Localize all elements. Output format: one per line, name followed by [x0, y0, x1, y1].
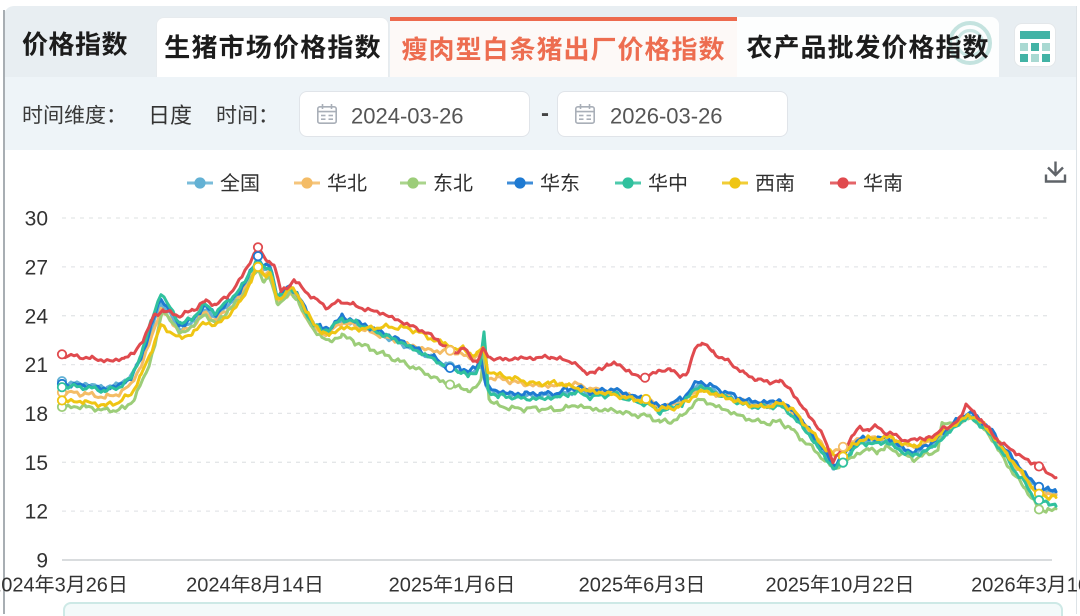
svg-text:30: 30: [25, 208, 48, 231]
svg-text:16: 16: [1067, 575, 1080, 597]
svg-text:-: -: [541, 100, 549, 127]
svg-text:6: 6: [643, 575, 654, 597]
svg-text:26: 26: [86, 575, 108, 597]
svg-text:24: 24: [25, 305, 49, 328]
svg-text:3: 3: [1036, 575, 1047, 597]
svg-text:2024: 2024: [0, 575, 35, 597]
svg-text:3: 3: [674, 575, 685, 597]
svg-text:12: 12: [25, 501, 48, 524]
svg-text:14: 14: [282, 575, 304, 597]
svg-text:3: 3: [55, 575, 66, 597]
svg-text:1: 1: [453, 575, 464, 597]
svg-text:2024: 2024: [186, 575, 231, 597]
svg-text:2024-03-26: 2024-03-26: [351, 104, 464, 129]
svg-text:2026: 2026: [971, 575, 1016, 597]
svg-text:2025: 2025: [579, 575, 624, 597]
svg-text:2025: 2025: [389, 575, 434, 597]
svg-text:8: 8: [251, 575, 262, 597]
svg-text:10: 10: [830, 575, 852, 597]
svg-text:27: 27: [25, 257, 48, 280]
svg-text:2026-03-26: 2026-03-26: [610, 104, 723, 129]
svg-text:21: 21: [25, 354, 48, 377]
svg-text:22: 22: [872, 575, 894, 597]
svg-text:18: 18: [25, 403, 48, 426]
svg-text:2025: 2025: [766, 575, 811, 597]
svg-text:6: 6: [484, 575, 495, 597]
svg-text:15: 15: [25, 452, 48, 475]
svg-text:9: 9: [36, 550, 48, 573]
